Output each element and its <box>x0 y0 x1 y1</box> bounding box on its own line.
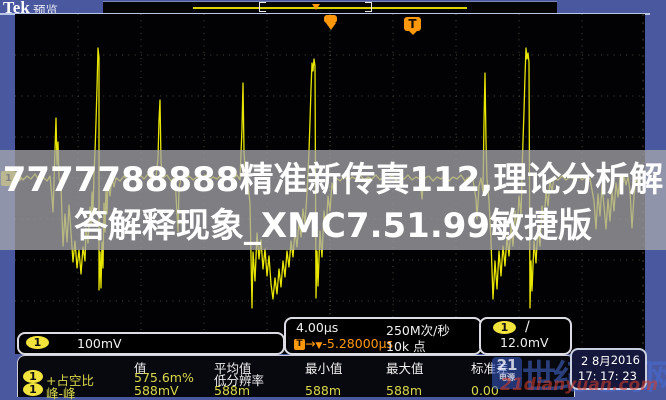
trigger-level: 12.0mV <box>500 335 549 350</box>
row1-mean: 低分辨率 <box>214 373 265 388</box>
channel1-scale: 100mV <box>77 336 122 351</box>
trigger-source-badge: 1 <box>493 321 516 334</box>
sample-rate: 250M次/秒 <box>386 323 450 338</box>
overview-trace-line <box>193 7 467 9</box>
trigger-delay-value: -5.28000μs <box>322 336 394 351</box>
row2-value: 588mV <box>134 383 179 398</box>
triangle-down-icon: ▼ <box>315 341 323 351</box>
trigger-readout-box[interactable]: 1 / 12.0mV <box>479 317 572 355</box>
row1-channel-badge: 1 <box>23 370 43 383</box>
row2-min: 588m <box>305 383 342 398</box>
datetime-box[interactable]: 2 8月 2016 17: 17: 23 <box>570 348 647 390</box>
col-header-max: 最大值 <box>386 361 424 376</box>
site-watermark-logo-21: 21 <box>496 356 518 374</box>
row1-value: 575.6m% <box>134 370 194 385</box>
date-day: 2 8月 <box>581 354 611 368</box>
trigger-position-marker-icon[interactable] <box>324 15 337 30</box>
watermark-text-band: 7777788888精准新传真112,理论分析解 答解释现象_XMC7.51.9… <box>0 150 666 250</box>
slope-rising-icon: / <box>525 319 530 335</box>
trigger-t-badge-icon: T <box>404 17 421 35</box>
watermark-line1: 7777788888精准新传真112,理论分析解 <box>2 160 664 200</box>
record-length: 10k 点 <box>386 339 426 354</box>
table-row[interactable]: 1 +占空比 575.6m% 低分辨率 <box>18 370 574 388</box>
time-value: 17: 17: 23 <box>578 369 637 383</box>
col-header-mean: 平均值 <box>214 361 252 376</box>
trigger-t-icon: T <box>294 339 305 350</box>
col-header-value: 值 <box>134 361 147 376</box>
triangle-down-icon <box>312 4 320 10</box>
row2-channel-badge: 1 <box>23 383 43 396</box>
table-row[interactable]: 1 峰-峰 588mV 588m 588m 588m 0.00 <box>18 383 574 400</box>
arrow-right-icon: → <box>305 336 316 351</box>
header-separator-line <box>0 13 650 15</box>
channel1-readout-box[interactable]: 1 100mV <box>17 332 285 355</box>
col-header-min: 最小值 <box>305 361 343 376</box>
row1-name: +占空比 <box>46 373 94 388</box>
time-per-div: 4.00μs <box>296 320 339 335</box>
row2-name: 峰-峰 <box>46 386 76 400</box>
site-watermark-url: 21dianyuan.com <box>500 375 658 395</box>
zoom-window-right-bracket[interactable] <box>365 2 372 12</box>
row2-mean: 588m <box>214 383 251 398</box>
site-watermark-logo-sub: 电源 <box>499 373 515 382</box>
trigger-delay: T →▼-5.28000μs <box>294 336 393 351</box>
date-year: 2016 <box>610 353 640 367</box>
site-watermark-logo: 21 电源 <box>492 357 522 389</box>
row2-std: 0.00 <box>471 383 499 398</box>
row2-max: 588m <box>386 383 423 398</box>
watermark-line2: 答解释现象_XMC7.51.99敏捷版 <box>73 206 593 246</box>
tek-logo: Tek <box>3 0 30 17</box>
channel1-badge: 1 <box>26 336 49 349</box>
timebase-readout-box[interactable]: 4.00μs 250M次/秒 T →▼-5.28000μs 10k 点 <box>284 317 482 355</box>
measurement-table: 值 平均值 最小值 最大值 标准差 1 +占空比 575.6m% 低分辨率 1 … <box>17 355 575 400</box>
zoom-window-left-bracket[interactable] <box>259 2 266 12</box>
